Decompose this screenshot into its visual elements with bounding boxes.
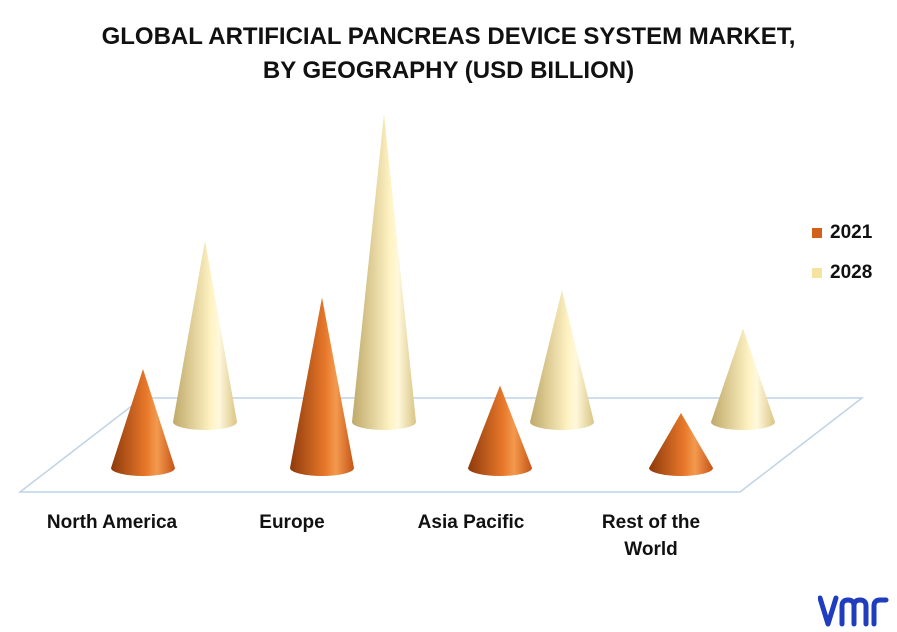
chart-title: GLOBAL ARTIFICIAL PANCREAS DEVICE SYSTEM… bbox=[0, 20, 897, 88]
cone-2028-rest-of-the bbox=[711, 328, 775, 430]
cone-2021-rest-of-the bbox=[649, 413, 713, 476]
legend-label-2021: 2021 bbox=[830, 222, 873, 243]
cone-2028-north-america bbox=[173, 240, 237, 430]
legend-swatch-2021 bbox=[812, 228, 822, 238]
category-label-asia-pacific: Asia Pacific bbox=[418, 512, 525, 533]
chart-title-line-1: GLOBAL ARTIFICIAL PANCREAS DEVICE SYSTEM… bbox=[101, 23, 796, 50]
cone-2021-europe bbox=[290, 297, 354, 476]
chart-legend: 2021 2028 bbox=[812, 222, 872, 302]
legend-item-2021: 2021 bbox=[812, 222, 872, 244]
category-label-north-america: North America bbox=[47, 512, 178, 533]
cone-2021-north-america bbox=[111, 369, 175, 476]
category-label-rest-of-the-line2: World bbox=[624, 539, 677, 560]
cone-2028-asia-pacific bbox=[530, 290, 594, 430]
cone-2021-asia-pacific bbox=[468, 385, 532, 476]
legend-label-2028: 2028 bbox=[830, 262, 873, 283]
legend-swatch-2028 bbox=[812, 268, 822, 278]
vmr-logo bbox=[818, 595, 889, 627]
category-label-rest-of-the: Rest of the bbox=[602, 512, 700, 533]
cone-2028-europe bbox=[352, 114, 416, 430]
legend-item-2028: 2028 bbox=[812, 262, 872, 284]
chart-title-line-2: BY GEOGRAPHY (USD BILLION) bbox=[262, 57, 635, 84]
category-label-europe: Europe bbox=[259, 512, 324, 533]
